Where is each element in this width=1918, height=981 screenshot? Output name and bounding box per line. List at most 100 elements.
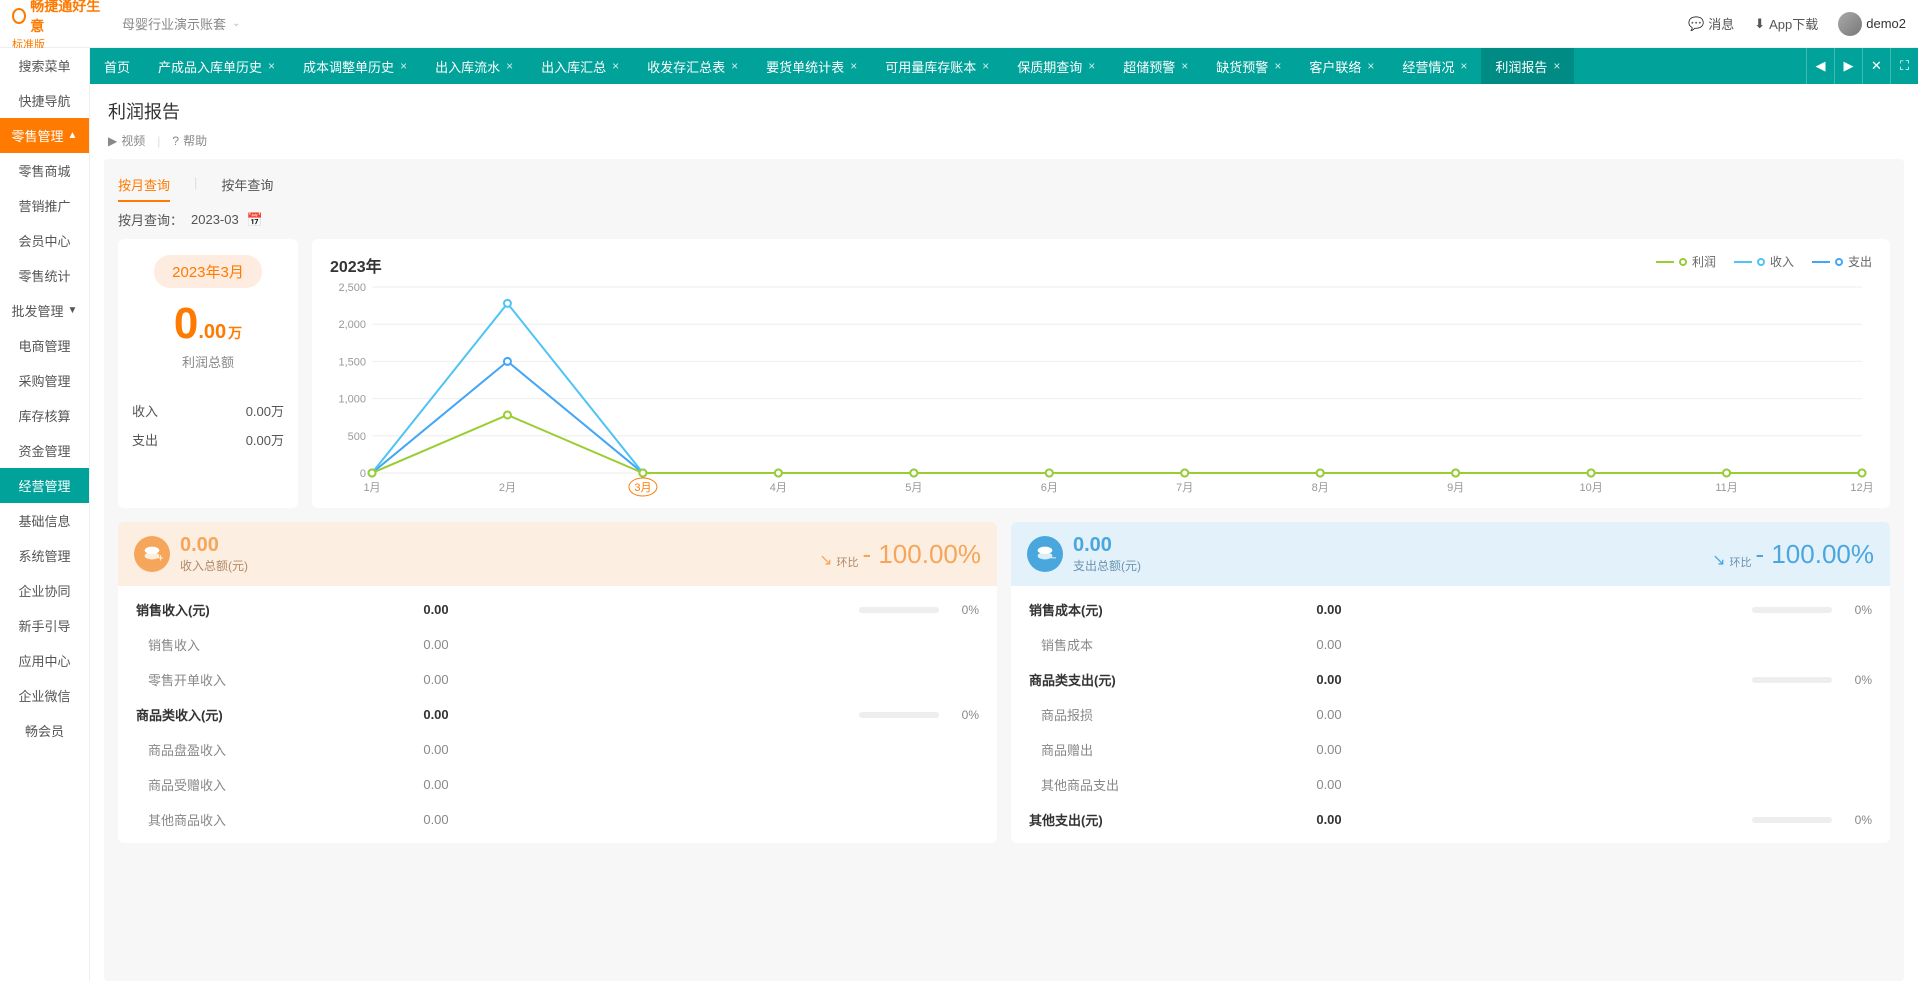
sidebar-item[interactable]: 企业微信 [0,678,89,713]
sidebar: 搜索菜单快捷导航零售管理▲零售商城营销推广会员中心零售统计批发管理▼电商管理采购… [0,48,90,981]
tab[interactable]: 客户联络× [1295,48,1388,84]
income-panel-header: + 0.00 收入总额(元) ↘ 环比 [118,522,997,586]
sidebar-item[interactable]: 资金管理 [0,433,89,468]
sidebar-item[interactable]: 采购管理 [0,363,89,398]
account-selector[interactable]: 母婴行业演示账套 ⌄ [122,14,240,33]
top-header: 畅捷通好生意 标准版 母婴行业演示账套 ⌄ 💬 消息 ⬇ App下载 demo2 [0,0,1918,48]
income-label: 收入 [132,401,158,420]
sidebar-item[interactable]: 搜索菜单 [0,48,89,83]
svg-text:11月: 11月 [1715,482,1737,494]
tab[interactable]: 出入库流水× [421,48,527,84]
row-label: 商品受赠收入 [136,775,336,794]
sidebar-item[interactable]: 批发管理▼ [0,293,89,328]
close-icon[interactable]: × [1553,59,1560,73]
svg-text:6月: 6月 [1041,482,1058,494]
tab[interactable]: 要货单统计表× [752,48,871,84]
tabs-fullscreen-button[interactable]: ⛶ [1890,48,1918,84]
svg-text:2,500: 2,500 [338,282,366,294]
subtab-month[interactable]: 按月查询 [118,169,170,202]
tab[interactable]: 首页 [90,48,144,84]
calendar-icon[interactable]: 📅 [247,212,263,228]
close-icon[interactable]: × [1274,59,1281,73]
help-link[interactable]: ? 帮助 [172,132,207,149]
data-row: 销售成本0.00 [1011,627,1890,662]
sidebar-item[interactable]: 新手引导 [0,608,89,643]
row-label: 销售收入(元) [136,600,336,619]
close-icon[interactable]: × [612,59,619,73]
tabs-prev-button[interactable]: ◀ [1806,48,1834,84]
tab[interactable]: 可用量库存账本× [871,48,1003,84]
video-link[interactable]: ▶ 视频 [108,132,145,149]
close-icon[interactable]: × [1367,59,1374,73]
row-label: 其他商品收入 [136,810,336,829]
close-icon[interactable]: × [400,59,407,73]
expense-icon: − [1027,536,1063,572]
sidebar-item[interactable]: 零售商城 [0,153,89,188]
row-label: 零售开单收入 [136,670,336,689]
logo-icon: 畅捷通好生意 [12,0,102,36]
tab[interactable]: 超储预警× [1109,48,1202,84]
tab[interactable]: 成本调整单历史× [289,48,421,84]
sidebar-item[interactable]: 库存核算 [0,398,89,433]
query-row: 按月查询： 2023-03 📅 [118,210,1890,229]
sidebar-item[interactable]: 零售管理▲ [0,118,89,153]
row-value: 0.00 [336,742,536,757]
summary-card: 2023年3月 0.00万 利润总额 收入 0.00万 支出 0.00万 [118,239,298,508]
sidebar-item[interactable]: 系统管理 [0,538,89,573]
expense-trend-pct: - 100.00% [1755,539,1874,570]
sidebar-item[interactable]: 营销推广 [0,188,89,223]
data-row: 零售开单收入0.00 [118,662,997,697]
data-row: 销售成本(元)0.000% [1011,592,1890,627]
messages-button[interactable]: 💬 消息 [1688,14,1734,33]
svg-text:9月: 9月 [1447,482,1464,494]
sidebar-item[interactable]: 经营管理 [0,468,89,503]
close-icon[interactable]: × [850,59,857,73]
income-icon: + [134,536,170,572]
income-trend-pct: - 100.00% [862,539,981,570]
sidebar-item[interactable]: 会员中心 [0,223,89,258]
close-icon[interactable]: × [982,59,989,73]
sidebar-item[interactable]: 快捷导航 [0,83,89,118]
tab[interactable]: 收发存汇总表× [633,48,752,84]
tabs-close-button[interactable]: ✕ [1862,48,1890,84]
data-row: 其他支出(元)0.000% [1011,802,1890,837]
tab[interactable]: 出入库汇总× [527,48,633,84]
row-value: 0.00 [336,812,536,827]
subtab-year[interactable]: 按年查询 [221,169,273,202]
svg-text:5月: 5月 [905,482,922,494]
row-bar: 0% [536,603,979,617]
user-menu[interactable]: demo2 [1838,12,1906,36]
sidebar-item[interactable]: 零售统计 [0,258,89,293]
tab[interactable]: 经营情况× [1388,48,1481,84]
sidebar-item[interactable]: 基础信息 [0,503,89,538]
row-value: 0.00 [1229,777,1429,792]
sidebar-item[interactable]: 企业协同 [0,573,89,608]
tab[interactable]: 保质期查询× [1003,48,1109,84]
close-icon[interactable]: × [1181,59,1188,73]
close-icon[interactable]: × [1460,59,1467,73]
svg-text:2月: 2月 [499,482,516,494]
sidebar-item[interactable]: 电商管理 [0,328,89,363]
tab[interactable]: 利润报告× [1481,48,1574,84]
income-rows: 销售收入(元)0.000%销售收入0.00零售开单收入0.00商品类收入(元)0… [118,586,997,843]
caret-icon: ▲ [68,130,78,141]
close-icon[interactable]: × [731,59,738,73]
sidebar-item[interactable]: 应用中心 [0,643,89,678]
svg-text:1,000: 1,000 [338,394,366,406]
tabs-next-button[interactable]: ▶ [1834,48,1862,84]
sidebar-item[interactable]: 畅会员 [0,713,89,748]
legend-item: 支出 [1812,253,1872,270]
row-bar: 0% [1429,603,1872,617]
svg-text:+: + [158,552,164,564]
close-icon[interactable]: × [506,59,513,73]
tab[interactable]: 缺货预警× [1202,48,1295,84]
top-actions: 💬 消息 ⬇ App下载 demo2 [1688,12,1906,36]
play-icon: ▶ [108,134,117,148]
close-icon[interactable]: × [1088,59,1095,73]
close-icon[interactable]: × [268,59,275,73]
tab[interactable]: 产成品入库单历史× [144,48,289,84]
app-download-button[interactable]: ⬇ App下载 [1754,14,1818,33]
svg-text:0: 0 [360,468,366,480]
expense-trend-label: 环比 [1729,554,1751,570]
row-label: 商品类收入(元) [136,705,336,724]
